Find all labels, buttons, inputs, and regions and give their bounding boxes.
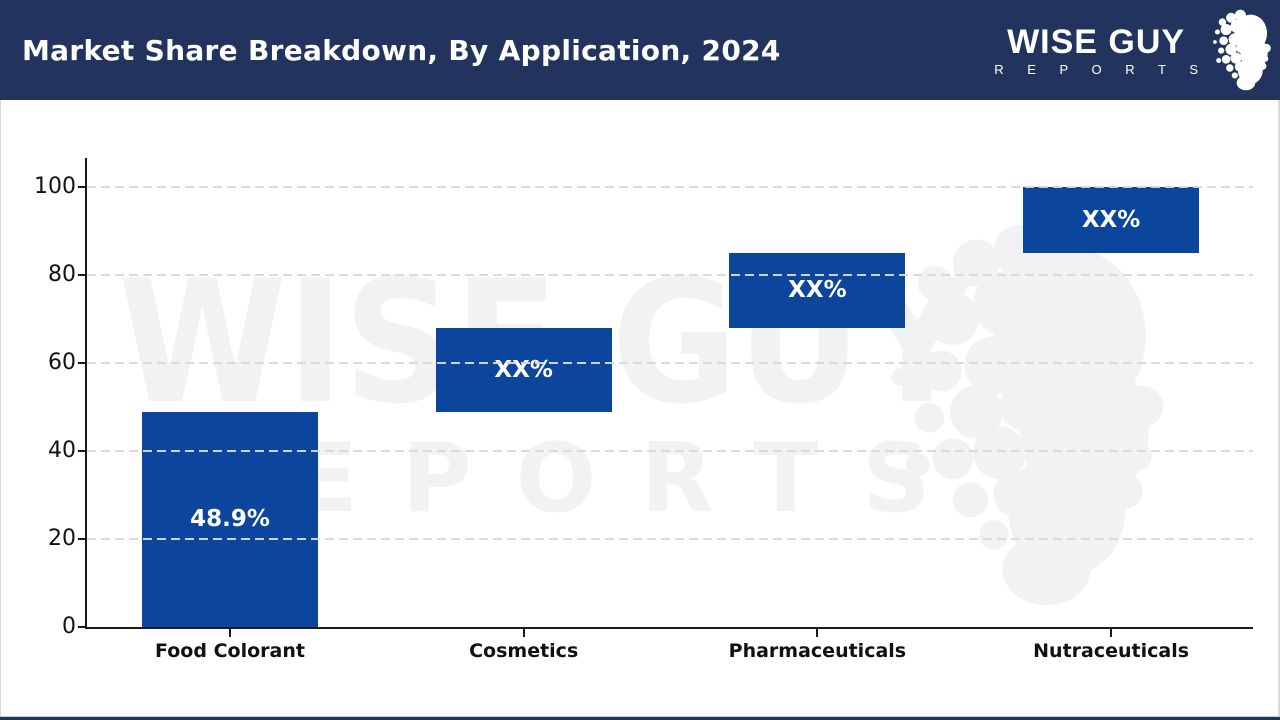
bar-value-label: XX% [788,277,847,304]
bar: XX% [435,327,612,412]
gridline [87,185,1253,188]
x-tick [1110,629,1113,637]
watermark-head-icon [891,225,1164,605]
footer-divider [0,716,1280,717]
gridline [87,361,1253,364]
y-tick-label: 20 [48,525,76,551]
bar-value-label: 48.9% [190,506,270,533]
brand-logo-text: WISE GUY R E P O R T S [984,25,1208,76]
x-category-label: Pharmaceuticals [728,640,907,662]
y-tick-label: 100 [34,173,76,199]
x-tick [522,629,525,637]
brand-subtitle: R E P O R T S [994,61,1208,77]
y-tick [78,361,86,364]
y-tick [78,626,86,628]
y-tick [78,273,86,276]
x-tick [229,629,231,637]
y-tick-label: 80 [48,261,76,287]
y-tick [78,449,86,452]
bar-value-label: XX% [494,356,553,383]
report-header: Market Share Breakdown, By Application, … [0,0,1280,100]
brand-name: WISE GUY [1007,22,1186,61]
page-title: Market Share Breakdown, By Application, … [22,33,781,67]
y-tick-label: 40 [48,437,76,463]
bar: 48.9% [142,411,318,627]
brand-logo: WISE GUY R E P O R T S [984,9,1272,91]
bar: XX% [1023,186,1200,253]
gridline [87,449,1253,452]
x-category-label: Nutraceuticals [1033,640,1190,662]
y-tick-label: 0 [62,614,76,639]
y-tick [78,185,86,188]
bar-value-label: XX% [1081,206,1141,233]
brand-head-icon [1213,9,1271,91]
y-tick [78,537,86,540]
y-tick-label: 60 [48,349,76,375]
bar: XX% [729,252,906,328]
x-category-label: Cosmetics [469,640,579,662]
gridline [87,537,1253,540]
x-category-label: Food Colorant [155,640,305,662]
x-axis-line [85,627,1253,629]
x-tick [816,629,819,637]
footer-bar [0,717,1280,720]
y-axis-line [85,158,87,628]
gridline [87,273,1253,276]
